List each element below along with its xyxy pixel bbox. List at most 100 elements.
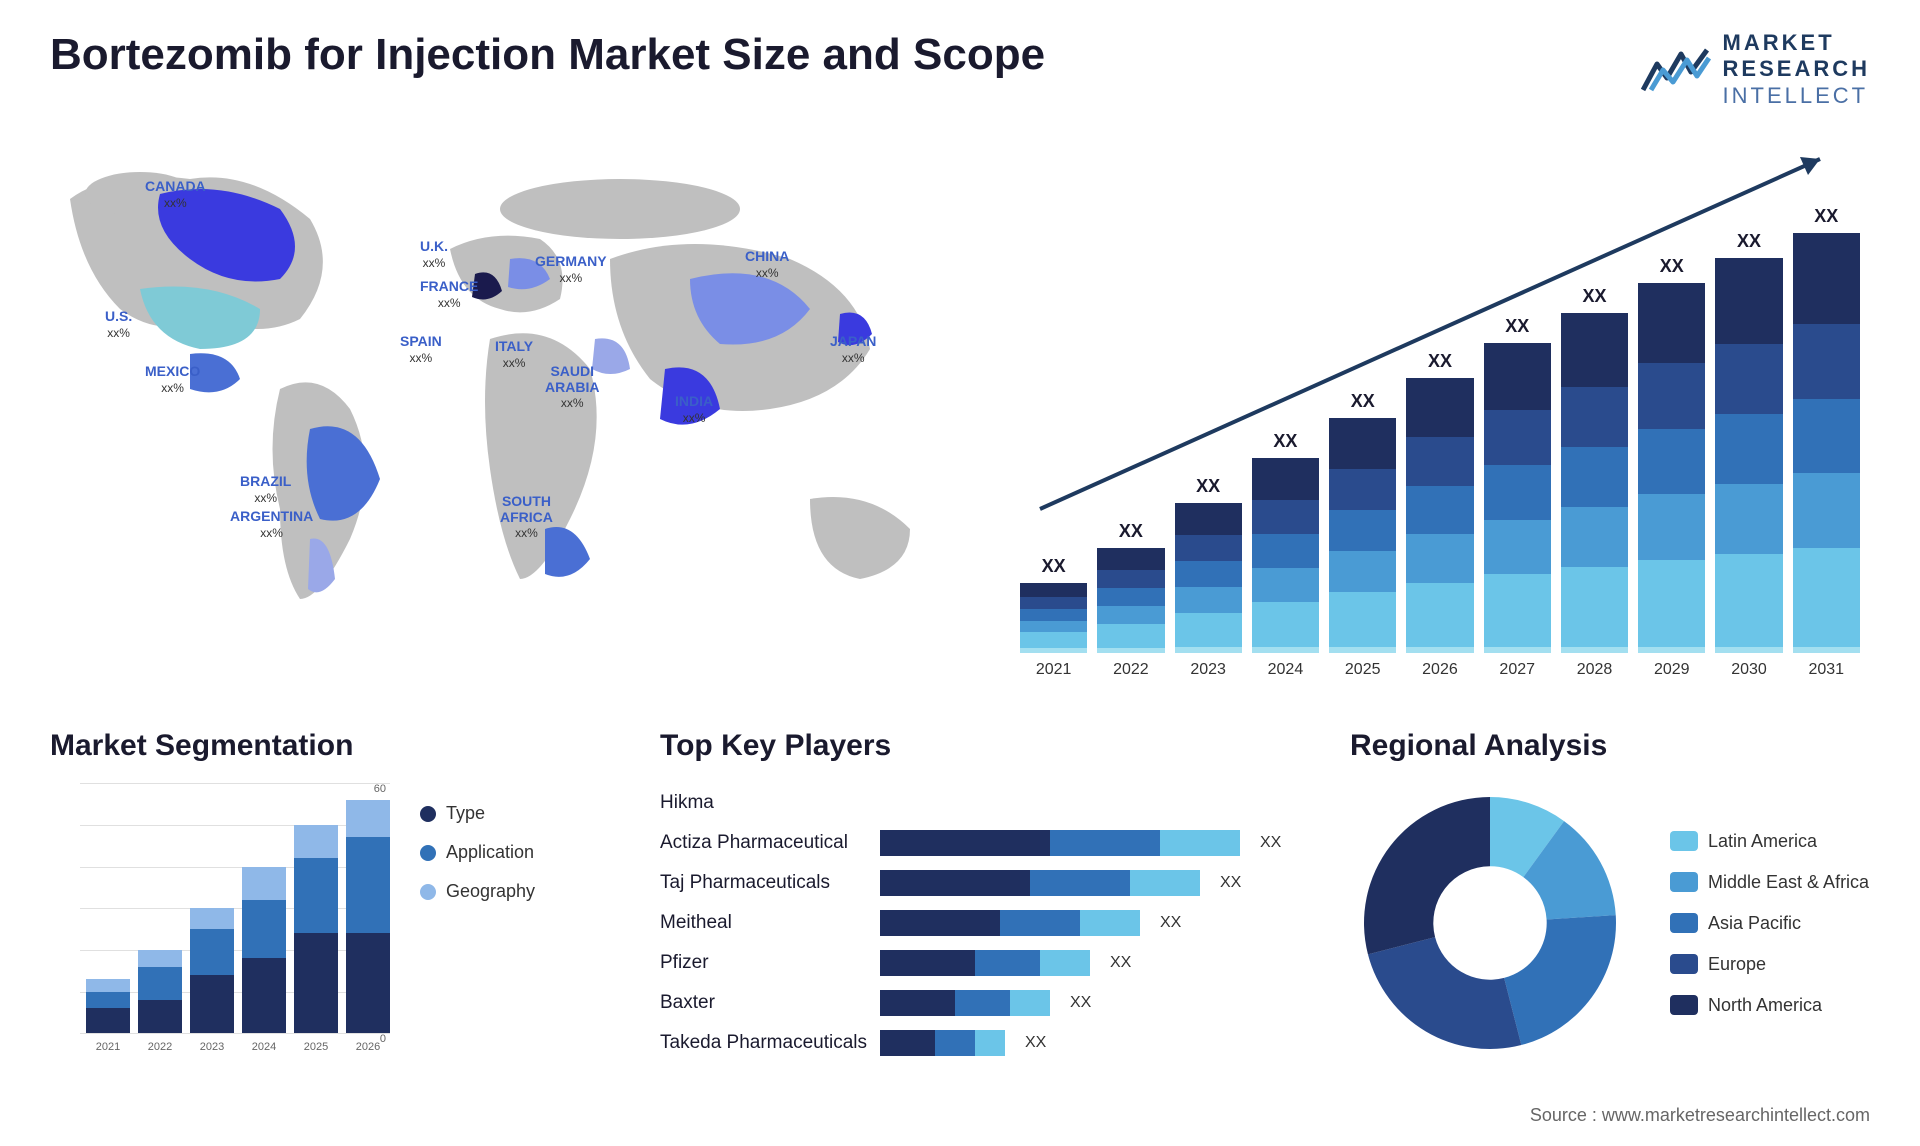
legend-label: Application xyxy=(446,842,534,863)
player-name: Meitheal xyxy=(660,912,870,934)
growth-bar xyxy=(1175,503,1242,653)
player-row: Taj PharmaceuticalsXX xyxy=(660,863,1300,903)
growth-bar-segment xyxy=(1638,363,1705,429)
map-label: SOUTHAFRICAxx% xyxy=(500,494,553,540)
growth-bar-segment xyxy=(1638,494,1705,560)
seg-bar-col xyxy=(190,908,234,1033)
legend-label: Type xyxy=(446,803,485,824)
seg-bars xyxy=(86,783,390,1033)
growth-year-label: 2029 xyxy=(1654,661,1690,679)
player-bar-segment xyxy=(1040,950,1090,976)
legend-item: Asia Pacific xyxy=(1670,913,1869,934)
growth-bar-segment xyxy=(1097,570,1164,588)
map-label: SAUDIARABIAxx% xyxy=(545,364,599,410)
legend-label: Latin America xyxy=(1708,831,1817,852)
growth-bar-value: XX xyxy=(1428,351,1452,372)
player-bar xyxy=(880,950,1090,976)
growth-chart-panel: XX2021XX2022XX2023XX2024XX2025XX2026XX20… xyxy=(1010,139,1870,679)
map-label: MEXICOxx% xyxy=(145,364,200,395)
growth-year-label: 2030 xyxy=(1731,661,1767,679)
seg-bar-segment xyxy=(242,867,286,900)
growth-bar-segment xyxy=(1175,503,1242,535)
growth-bar-segment xyxy=(1638,283,1705,363)
growth-bar-segment xyxy=(1020,632,1087,647)
growth-bar-segment xyxy=(1406,486,1473,534)
player-bar-segment xyxy=(955,990,1010,1016)
player-bar-segment xyxy=(1080,910,1140,936)
growth-bar-value: XX xyxy=(1119,521,1143,542)
segmentation-title: Market Segmentation xyxy=(50,729,610,763)
growth-bar xyxy=(1020,583,1087,653)
growth-year-label: 2025 xyxy=(1345,661,1381,679)
growth-bar-segment xyxy=(1638,560,1705,647)
growth-bar-segment xyxy=(1484,343,1551,410)
player-bar-segment xyxy=(1160,830,1240,856)
seg-bar-segment xyxy=(86,979,130,991)
player-bar-segment xyxy=(880,950,975,976)
legend-swatch-icon xyxy=(1670,954,1698,974)
growth-bar-segment xyxy=(1097,624,1164,648)
donut-slice xyxy=(1364,797,1490,954)
player-name: Pfizer xyxy=(660,952,870,974)
players-title: Top Key Players xyxy=(660,729,1300,763)
growth-bar-value: XX xyxy=(1196,476,1220,497)
player-value: XX xyxy=(1070,994,1091,1012)
growth-bar-accent xyxy=(1252,647,1319,653)
legend-item: North America xyxy=(1670,995,1869,1016)
growth-bar-segment xyxy=(1252,568,1319,602)
growth-bar-col: XX2029 xyxy=(1638,256,1705,679)
growth-bar-segment xyxy=(1715,344,1782,414)
player-value: XX xyxy=(1260,834,1281,852)
growth-year-label: 2021 xyxy=(1036,661,1072,679)
player-value: XX xyxy=(1110,954,1131,972)
growth-bar-accent xyxy=(1561,647,1628,653)
growth-bar-col: XX 2026 xyxy=(1406,351,1473,679)
seg-year-label: 2021 xyxy=(86,1035,130,1063)
growth-bar-segment xyxy=(1020,597,1087,609)
growth-bar-segment xyxy=(1406,378,1473,437)
growth-bar-col: XX2028 xyxy=(1561,286,1628,679)
logo-mark-icon xyxy=(1641,46,1711,94)
regional-panel: Regional Analysis Latin AmericaMiddle Ea… xyxy=(1350,729,1870,1063)
player-bar-segment xyxy=(880,910,1000,936)
player-value: XX xyxy=(1160,914,1181,932)
growth-bar-segment xyxy=(1252,602,1319,647)
growth-bar-accent xyxy=(1097,648,1164,654)
growth-bar xyxy=(1484,343,1551,653)
legend-item: Latin America xyxy=(1670,831,1869,852)
seg-bar-segment xyxy=(138,1000,182,1033)
regional-title: Regional Analysis xyxy=(1350,729,1870,763)
legend-item: Type xyxy=(420,803,535,824)
seg-bar-segment xyxy=(294,933,338,1033)
growth-year-label: 2027 xyxy=(1499,661,1535,679)
player-bar xyxy=(880,830,1240,856)
growth-bar xyxy=(1329,418,1396,653)
map-label: INDIAxx% xyxy=(675,394,713,425)
growth-bar-segment xyxy=(1484,410,1551,465)
map-label: U.S.xx% xyxy=(105,309,132,340)
player-name: Taj Pharmaceuticals xyxy=(660,872,870,894)
map-label: CHINAxx% xyxy=(745,249,789,280)
growth-bar-segment xyxy=(1406,583,1473,648)
growth-bar xyxy=(1638,283,1705,653)
growth-bar-col: XX2030 xyxy=(1715,231,1782,679)
seg-bar-col xyxy=(86,979,130,1033)
map-label: SPAINxx% xyxy=(400,334,442,365)
growth-bar-value: XX xyxy=(1273,431,1297,452)
legend-swatch-icon xyxy=(1670,831,1698,851)
player-bar-segment xyxy=(880,870,1030,896)
growth-year-label: 2026 xyxy=(1422,661,1458,679)
seg-bar-segment xyxy=(294,825,338,858)
growth-bar xyxy=(1715,258,1782,653)
growth-bar-segment xyxy=(1097,548,1164,570)
map-label: FRANCExx% xyxy=(420,279,478,310)
player-bar-segment xyxy=(880,990,955,1016)
growth-bar-segment xyxy=(1715,258,1782,344)
growth-bar-col: XX2031 xyxy=(1793,206,1860,679)
player-bar xyxy=(880,990,1050,1016)
growth-bar-value: XX xyxy=(1042,556,1066,577)
growth-year-label: 2031 xyxy=(1808,661,1844,679)
brand-logo: MARKET RESEARCH INTELLECT xyxy=(1641,30,1870,109)
growth-bar-col: XX2027 xyxy=(1484,316,1551,679)
player-bar-segment xyxy=(1050,830,1160,856)
